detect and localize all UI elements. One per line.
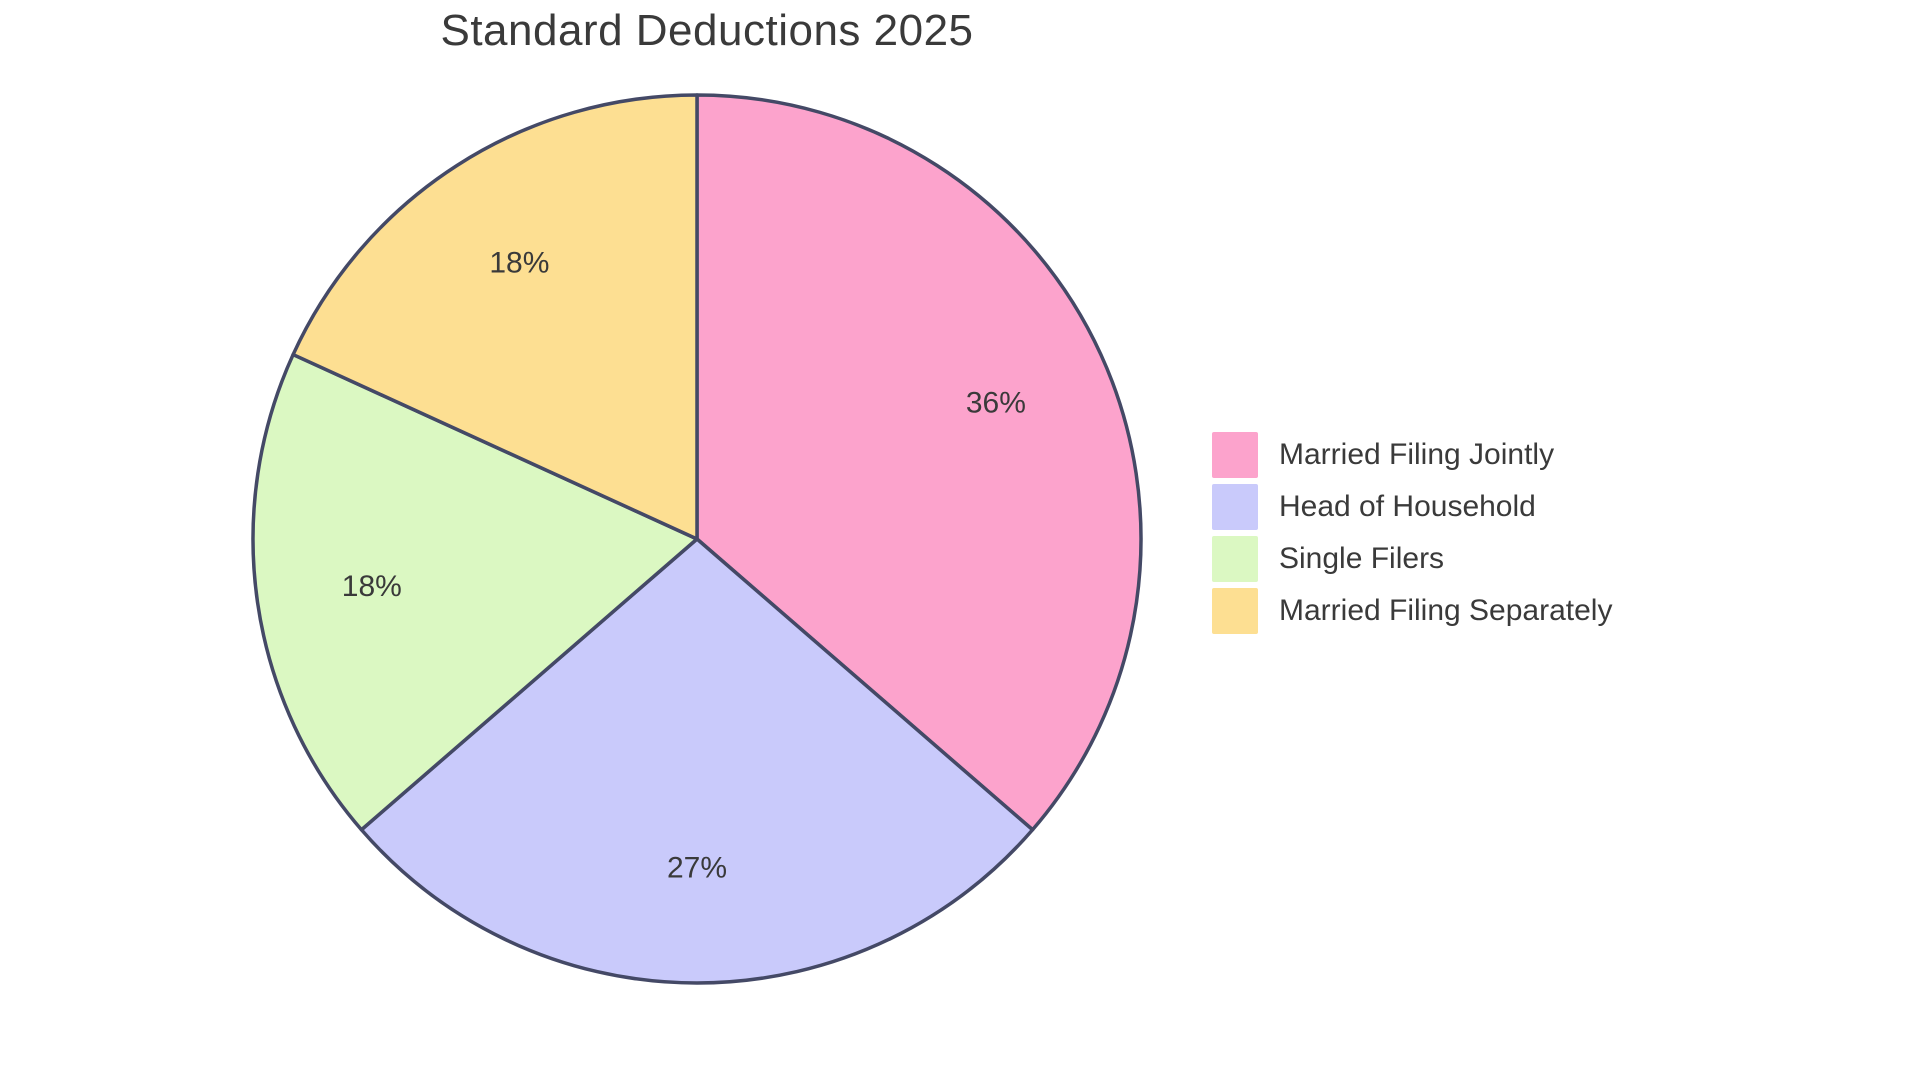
chart-title: Standard Deductions 2025 [440,6,974,55]
slice-percentage-label: 18% [489,247,549,280]
legend-swatch [1212,432,1258,478]
legend-swatch [1212,536,1258,582]
legend-label: Head of Household [1279,490,1536,523]
legend: Married Filing Jointly Head of Household S… [1212,432,1612,634]
legend-item: Single Filers [1212,536,1612,582]
pie-slice-2 [359,537,1035,985]
legend-label: Married Filing Separately [1279,594,1613,627]
slice-percentage-label: 27% [667,852,727,885]
legend-item: Married Filing Jointly [1212,432,1612,478]
pie-slice-4 [291,93,699,541]
slice-percentage-label: 36% [966,387,1026,420]
pie-slice-1 [695,93,1143,832]
slice-percentage-label: 18% [342,570,402,603]
legend-item: Married Filing Separately [1212,588,1612,634]
pie-slice-3 [251,352,699,832]
legend-swatch [1212,588,1258,634]
legend-swatch [1212,484,1258,530]
legend-label: Single Filers [1279,542,1445,575]
legend-item: Head of Household [1212,484,1612,530]
legend-label: Married Filing Jointly [1279,438,1555,471]
